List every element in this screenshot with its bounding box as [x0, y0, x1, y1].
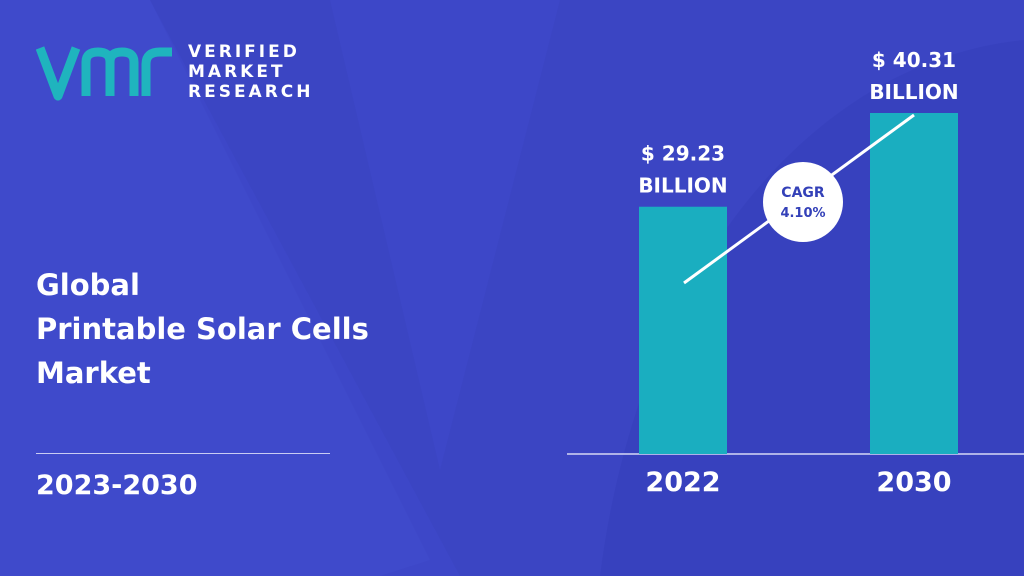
brand-line-3: RESEARCH: [188, 82, 314, 102]
title-line-2: Printable Solar Cells: [36, 312, 369, 346]
title-line-1: Global: [36, 268, 140, 302]
title-divider: [36, 453, 330, 454]
value-label-unit-2022: BILLION: [638, 174, 727, 198]
brand-name: VERIFIED MARKET RESEARCH: [188, 42, 314, 102]
value-label-amount-2030: $ 40.31: [872, 48, 956, 72]
brand-line-1: VERIFIED: [188, 42, 300, 62]
bar-2030: [870, 113, 958, 454]
x-tick-label-2030: 2030: [876, 467, 951, 498]
brand-line-2: MARKET: [188, 62, 286, 82]
value-label-unit-2030: BILLION: [869, 80, 958, 104]
page-title: Global Printable Solar Cells Market: [36, 263, 369, 395]
vmr-logo-icon: [36, 46, 172, 101]
x-tick-label-2022: 2022: [645, 467, 720, 498]
cagr-label: CAGR: [781, 185, 825, 201]
cagr-value: 4.10%: [780, 206, 825, 221]
cagr-badge: [763, 162, 843, 242]
title-line-3: Market: [36, 356, 151, 390]
brand-logo: VERIFIED MARKET RESEARCH: [36, 40, 314, 104]
bar-2022: [639, 206, 727, 454]
forecast-period: 2023-2030: [36, 470, 198, 501]
value-label-amount-2022: $ 29.23: [641, 142, 725, 166]
